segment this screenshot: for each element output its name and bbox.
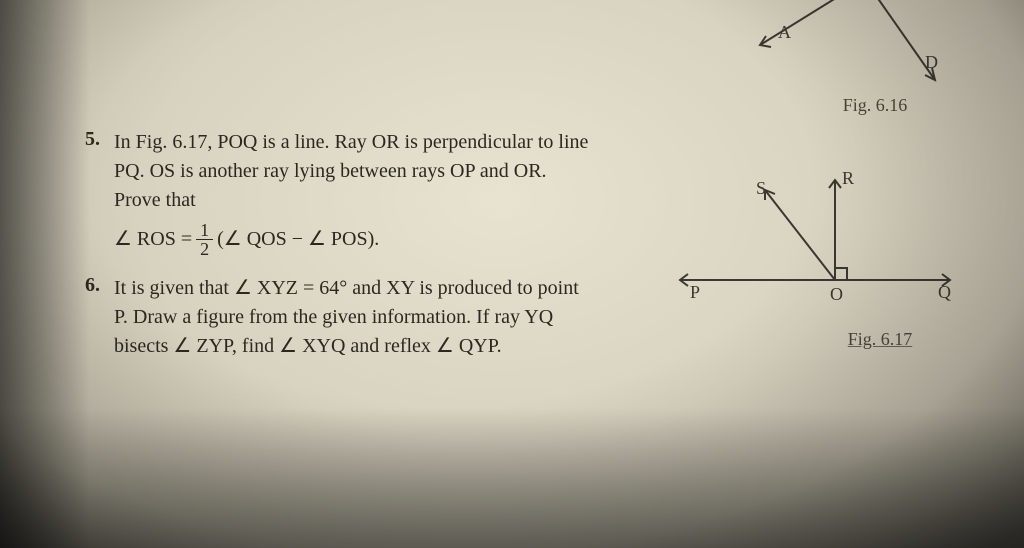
fig617-label-O: O [830,284,843,304]
fig617-label-S: S [756,178,766,198]
question-6-number: 6. [60,274,114,297]
question-5-number: 5. [60,128,114,151]
fig617-label-R: R [842,168,854,188]
q5-formula-left: ∠ ROS = [114,225,192,254]
fig616-label-D: D [925,52,938,72]
figure-6-16: O A D Fig. 6.16 [700,0,950,116]
textbook-page: O A D Fig. 6.16 5. In Fig. 6.17, POQ is … [60,0,960,548]
q5-formula: ∠ ROS = 1 2 (∠ QOS − ∠ POS). [114,221,594,258]
q5-frac-den: 2 [196,240,213,258]
fig616-label-A: A [778,22,791,42]
q5-fraction: 1 2 [196,221,213,258]
q5-line1: In Fig. 6.17, POQ is a line. Ray OR is p… [114,131,533,153]
figure-6-17-svg: P O Q R S [660,160,960,330]
figure-6-16-svg: O A D [700,0,950,120]
fig617-label-Q: Q [938,282,951,302]
figure-6-17: P O Q R S Fig. 6.17 [660,160,960,350]
q6-line1: It is given that ∠ XYZ = 64° and XY is p… [114,277,512,299]
fig617-label-P: P [690,282,700,302]
q6-line4: and reflex ∠ QYP. [350,335,501,357]
q5-formula-right: (∠ QOS − ∠ POS). [217,225,379,254]
fig617-caption: Fig. 6.17 [800,329,960,350]
question-6-body: It is given that ∠ XYZ = 64° and XY is p… [114,274,594,361]
q5-frac-num: 1 [196,221,213,240]
question-5-body: In Fig. 6.17, POQ is a line. Ray OR is p… [114,128,594,266]
